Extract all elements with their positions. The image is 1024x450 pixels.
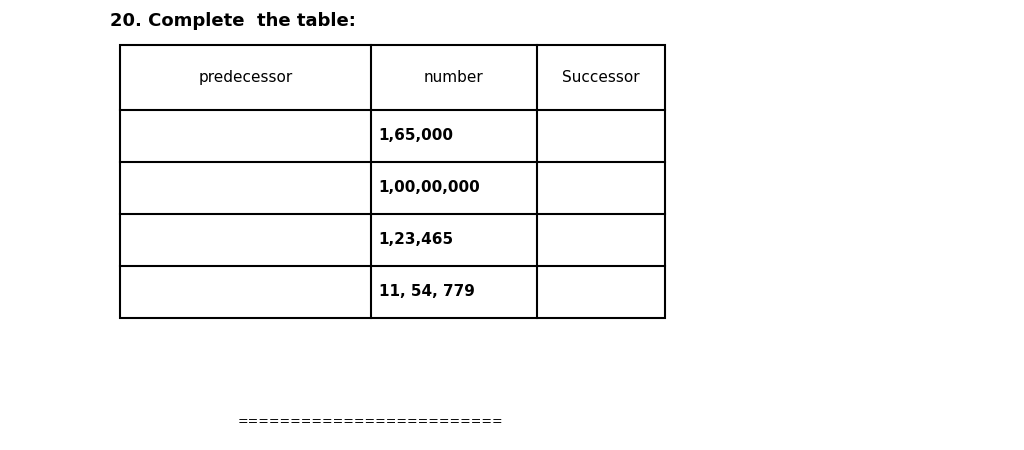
Text: 1,65,000: 1,65,000 [379,129,454,144]
Text: 20. Complete  the table:: 20. Complete the table: [110,12,356,30]
Text: Successor: Successor [562,70,640,85]
Text: =========================: ========================= [238,415,503,428]
Text: 11, 54, 779: 11, 54, 779 [379,284,474,300]
Text: predecessor: predecessor [199,70,293,85]
Text: 1,00,00,000: 1,00,00,000 [379,180,480,195]
Text: 1,23,465: 1,23,465 [379,233,454,248]
Text: number: number [424,70,483,85]
Bar [120,45,665,318]
